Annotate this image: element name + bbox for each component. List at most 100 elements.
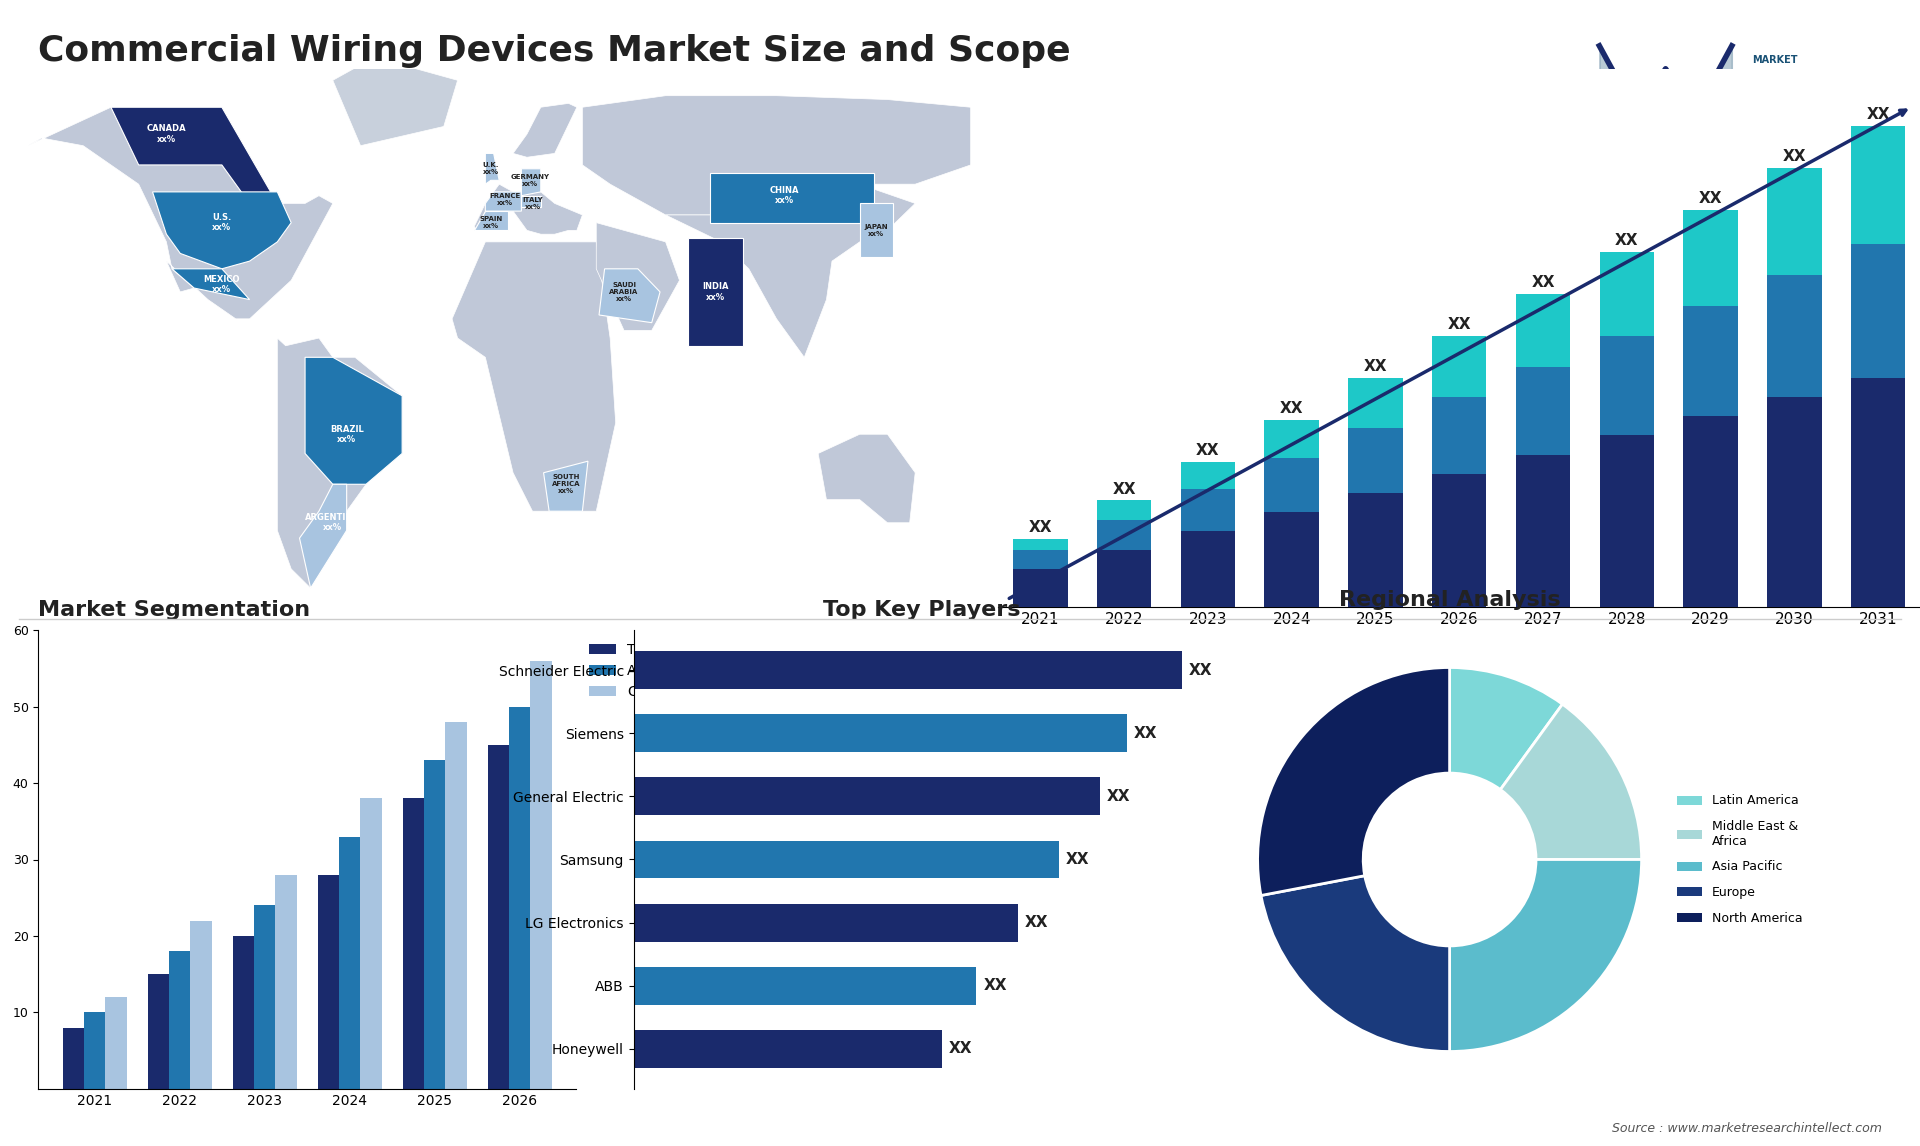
Text: XX: XX (948, 1042, 973, 1057)
Bar (1432, 473, 1486, 607)
Bar (1515, 455, 1571, 607)
Text: XX: XX (1363, 360, 1386, 375)
Polygon shape (522, 196, 541, 207)
Polygon shape (513, 103, 576, 157)
Bar (1014, 539, 1068, 550)
Bar (1684, 210, 1738, 306)
Bar (1181, 462, 1235, 489)
Bar (1766, 398, 1822, 607)
Polygon shape (818, 434, 916, 523)
Bar (1096, 519, 1152, 550)
Text: ITALY
xx%: ITALY xx% (522, 197, 543, 210)
Text: GERMANY
xx%: GERMANY xx% (511, 174, 549, 187)
Text: XX: XX (1615, 234, 1638, 249)
Polygon shape (543, 461, 588, 511)
Bar (1432, 336, 1486, 398)
Text: Source : www.marketresearchintellect.com: Source : www.marketresearchintellect.com (1611, 1122, 1882, 1135)
Bar (424, 760, 445, 1089)
Bar (1265, 458, 1319, 512)
Bar (1265, 512, 1319, 607)
Bar (1014, 550, 1068, 570)
Bar (1181, 531, 1235, 607)
Text: XX: XX (1066, 851, 1089, 868)
Bar (1096, 501, 1152, 519)
Bar (1265, 421, 1319, 458)
Polygon shape (300, 485, 348, 588)
Text: U.S.
xx%: U.S. xx% (213, 213, 232, 233)
Bar (169, 951, 190, 1089)
Text: XX: XX (1281, 401, 1304, 416)
Text: XX: XX (1025, 916, 1048, 931)
Text: Market Segmentation: Market Segmentation (38, 601, 311, 620)
Bar (509, 707, 530, 1089)
Text: SOUTH
AFRICA
xx%: SOUTH AFRICA xx% (551, 474, 580, 494)
Legend: Type, Application, Geography: Type, Application, Geography (584, 637, 710, 705)
Wedge shape (1450, 860, 1642, 1052)
Bar (84, 1012, 106, 1089)
Bar (1348, 378, 1404, 427)
Bar (1096, 550, 1152, 607)
Bar (1515, 295, 1571, 367)
Bar (1348, 493, 1404, 607)
Bar (253, 905, 275, 1089)
Polygon shape (666, 185, 916, 358)
Bar (634, 1030, 943, 1068)
Polygon shape (522, 168, 541, 196)
Polygon shape (27, 108, 332, 319)
Polygon shape (276, 338, 401, 588)
Bar (403, 799, 424, 1089)
Text: XX: XX (1106, 788, 1131, 803)
Text: MARKET: MARKET (1751, 55, 1797, 65)
Bar (1014, 570, 1068, 607)
Polygon shape (332, 57, 457, 146)
Text: XX: XX (1866, 108, 1889, 123)
Polygon shape (860, 204, 893, 258)
Bar (361, 799, 382, 1089)
Text: INDIA
xx%: INDIA xx% (703, 282, 730, 301)
Text: INTELLECT: INTELLECT (1751, 105, 1811, 116)
Bar (1766, 275, 1822, 398)
Bar (232, 936, 253, 1089)
Text: MEXICO
xx%: MEXICO xx% (204, 275, 240, 293)
Bar (1432, 398, 1486, 473)
Text: XX: XX (1448, 317, 1471, 332)
Text: XX: XX (1782, 149, 1807, 164)
Polygon shape (451, 242, 616, 511)
Text: RESEARCH: RESEARCH (1751, 80, 1811, 91)
Wedge shape (1500, 704, 1642, 860)
Text: XX: XX (1532, 275, 1555, 290)
Polygon shape (474, 211, 507, 230)
Text: XX: XX (1112, 481, 1137, 496)
Bar (1181, 489, 1235, 531)
Text: JAPAN
xx%: JAPAN xx% (864, 223, 889, 237)
Text: SPAIN
xx%: SPAIN xx% (480, 217, 503, 229)
Text: XX: XX (1188, 662, 1213, 677)
Wedge shape (1261, 876, 1450, 1052)
Text: CANADA
xx%: CANADA xx% (146, 125, 186, 144)
Bar (634, 777, 1100, 815)
Polygon shape (305, 358, 401, 485)
Bar (319, 874, 340, 1089)
Bar (1851, 126, 1905, 244)
Polygon shape (710, 173, 874, 222)
Bar (63, 1028, 84, 1089)
Polygon shape (599, 269, 660, 323)
Text: XX: XX (1196, 444, 1219, 458)
Wedge shape (1450, 667, 1563, 790)
Bar (1348, 427, 1404, 493)
Bar (634, 840, 1058, 879)
Bar (634, 904, 1018, 942)
Legend: Latin America, Middle East &
Africa, Asia Pacific, Europe, North America: Latin America, Middle East & Africa, Asi… (1672, 790, 1807, 929)
Text: BRAZIL
xx%: BRAZIL xx% (330, 424, 363, 444)
Bar (190, 920, 211, 1089)
Text: XX: XX (983, 979, 1006, 994)
Polygon shape (597, 222, 680, 330)
Title: Regional Analysis: Regional Analysis (1338, 589, 1561, 610)
Polygon shape (111, 108, 276, 204)
Text: XX: XX (1699, 191, 1722, 206)
Bar (1599, 435, 1653, 607)
Bar (634, 714, 1127, 752)
Bar (106, 997, 127, 1089)
Bar (340, 837, 361, 1089)
Bar (488, 745, 509, 1089)
